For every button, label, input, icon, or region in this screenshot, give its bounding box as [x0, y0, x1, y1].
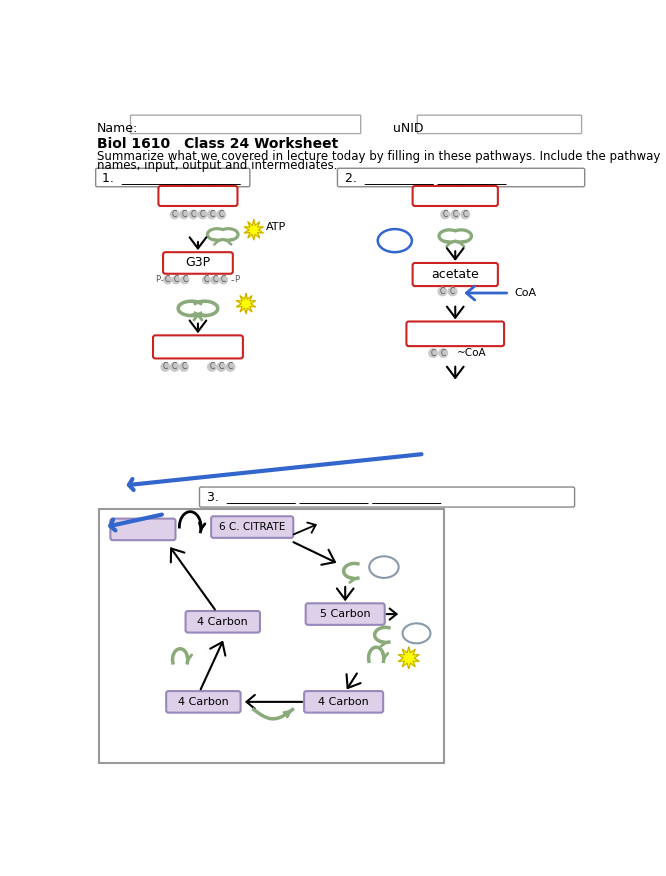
Text: C: C	[453, 210, 458, 219]
FancyBboxPatch shape	[306, 604, 385, 625]
FancyBboxPatch shape	[413, 263, 498, 286]
Circle shape	[161, 363, 170, 371]
FancyBboxPatch shape	[211, 516, 293, 538]
Text: C: C	[200, 210, 205, 219]
Text: C: C	[181, 363, 186, 371]
Circle shape	[180, 210, 188, 219]
Text: Summarize what we covered in lecture today by filling in these pathways. Include: Summarize what we covered in lecture tod…	[97, 150, 661, 163]
Text: C: C	[172, 363, 177, 371]
Text: C: C	[182, 275, 187, 285]
Text: CoA: CoA	[514, 288, 536, 298]
FancyBboxPatch shape	[131, 115, 361, 134]
Text: Name:: Name:	[97, 122, 139, 135]
Circle shape	[208, 363, 216, 371]
Text: ~CoA: ~CoA	[457, 348, 486, 358]
Text: 4 Carbon: 4 Carbon	[197, 617, 248, 627]
FancyBboxPatch shape	[159, 186, 238, 206]
Text: acetate: acetate	[432, 268, 479, 281]
Text: Class 24 Worksheet: Class 24 Worksheet	[184, 138, 338, 152]
FancyBboxPatch shape	[96, 168, 250, 187]
Circle shape	[441, 210, 450, 219]
Ellipse shape	[402, 624, 430, 643]
Text: C: C	[218, 363, 224, 371]
Circle shape	[448, 287, 457, 296]
Circle shape	[429, 349, 438, 357]
Text: 1.  ___________________: 1. ___________________	[102, 172, 240, 184]
FancyBboxPatch shape	[166, 691, 240, 713]
Circle shape	[198, 210, 207, 219]
Text: G3P: G3P	[185, 257, 210, 270]
Text: -: -	[230, 275, 234, 285]
Circle shape	[226, 363, 234, 371]
Polygon shape	[398, 647, 419, 668]
Text: -: -	[161, 275, 164, 285]
Text: 6 C. CITRATE: 6 C. CITRATE	[219, 522, 286, 532]
FancyBboxPatch shape	[111, 519, 175, 540]
Text: P: P	[155, 275, 161, 285]
Circle shape	[170, 210, 179, 219]
Text: C: C	[441, 349, 446, 357]
FancyBboxPatch shape	[406, 321, 504, 346]
Circle shape	[439, 349, 448, 357]
Text: C: C	[172, 210, 177, 219]
Text: 5 Carbon: 5 Carbon	[320, 609, 370, 619]
FancyBboxPatch shape	[418, 115, 581, 134]
Circle shape	[181, 276, 188, 284]
FancyBboxPatch shape	[153, 336, 243, 358]
Text: ATP: ATP	[266, 222, 286, 232]
FancyBboxPatch shape	[413, 186, 498, 206]
Text: C: C	[209, 210, 214, 219]
Circle shape	[208, 210, 216, 219]
Text: C: C	[163, 363, 168, 371]
Circle shape	[172, 276, 180, 284]
Text: uNID: uNID	[393, 122, 424, 135]
Text: names, input, output and intermediates.: names, input, output and intermediates.	[97, 159, 338, 172]
Text: C: C	[218, 210, 224, 219]
Text: P: P	[234, 275, 239, 285]
Text: C: C	[228, 363, 233, 371]
FancyBboxPatch shape	[163, 252, 233, 273]
Circle shape	[189, 210, 198, 219]
Circle shape	[180, 363, 188, 371]
Text: C: C	[442, 210, 448, 219]
Polygon shape	[244, 220, 263, 240]
Text: 4 Carbon: 4 Carbon	[318, 697, 369, 707]
Circle shape	[217, 363, 226, 371]
Text: 3.  ___________ ___________ ___________: 3. ___________ ___________ ___________	[207, 490, 442, 503]
Ellipse shape	[369, 556, 399, 578]
Text: 4 Carbon: 4 Carbon	[178, 697, 228, 707]
Bar	[99, 509, 444, 763]
FancyBboxPatch shape	[338, 168, 585, 187]
Text: C: C	[463, 210, 468, 219]
Text: C: C	[174, 275, 179, 285]
FancyBboxPatch shape	[200, 487, 575, 507]
FancyBboxPatch shape	[186, 611, 260, 632]
Text: C: C	[204, 275, 209, 285]
Circle shape	[217, 210, 226, 219]
Text: C: C	[450, 287, 455, 296]
Ellipse shape	[378, 230, 412, 252]
Circle shape	[220, 276, 227, 284]
Text: C: C	[430, 349, 436, 357]
Circle shape	[461, 210, 470, 219]
Text: C: C	[209, 363, 214, 371]
Text: C: C	[165, 275, 170, 285]
Circle shape	[438, 287, 447, 296]
Polygon shape	[236, 293, 256, 314]
Text: 2.  ___________ ___________: 2. ___________ ___________	[345, 172, 507, 184]
Text: C: C	[221, 275, 226, 285]
Text: C: C	[181, 210, 186, 219]
Circle shape	[164, 276, 172, 284]
FancyBboxPatch shape	[304, 691, 383, 713]
Text: C: C	[440, 287, 445, 296]
Circle shape	[202, 276, 210, 284]
Text: C: C	[212, 275, 218, 285]
Circle shape	[170, 363, 179, 371]
Text: Biol 1610: Biol 1610	[97, 138, 170, 152]
Text: C: C	[190, 210, 196, 219]
Circle shape	[211, 276, 219, 284]
Circle shape	[451, 210, 460, 219]
